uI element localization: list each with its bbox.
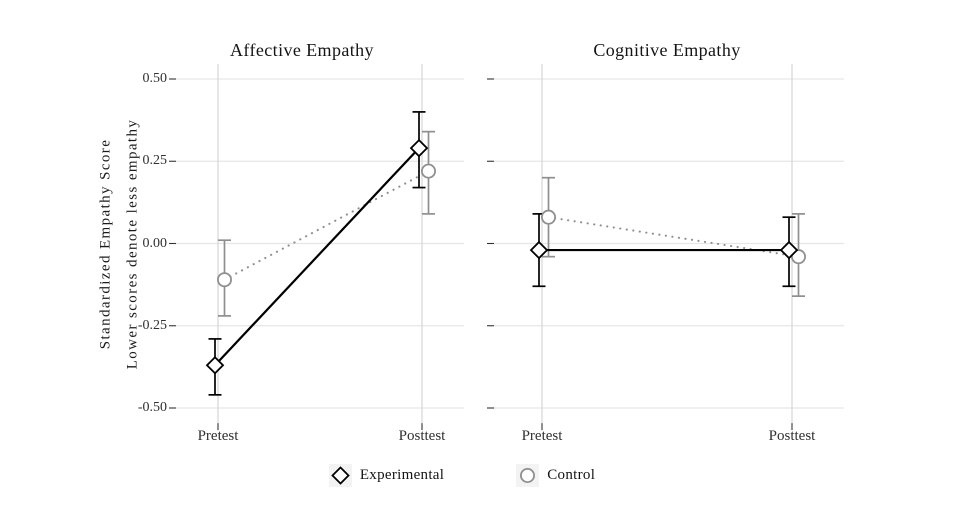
data-point-diamond-experimental [779,240,799,260]
series-line-control [223,170,430,281]
diamond-marker-icon [331,466,350,485]
data-point-circle-control [541,209,557,225]
y-tick-label: -0.50 [137,400,167,415]
series-line-experimental [213,146,421,367]
legend-key-experimental [328,464,352,487]
x-tick-label-pretest: Pretest [197,428,239,444]
legend-label-control: Control [547,467,596,483]
panel-title-affective: Affective Empathy [230,40,374,60]
y-tick-label: 0.00 [142,235,168,251]
data-point-diamond-experimental [205,355,225,375]
y-tick-label: 0.50 [142,71,168,86]
circle-marker-icon [520,468,536,483]
data-point-circle-control [216,272,232,288]
x-tick-label-posttest: Posttest [398,428,446,444]
x-tick-label-pretest: Pretest [521,428,563,444]
data-point-diamond-experimental [409,138,429,158]
legend-item-control: Control [516,464,595,487]
legend-key-control [516,464,540,487]
data-point-diamond-experimental [529,240,549,260]
data-point-circle-control [791,249,807,265]
y-tick-label: -0.25 [137,317,167,333]
legend-item-experimental: Experimental [328,464,445,487]
legend: Experimental Control [0,464,940,487]
data-point-circle-control [420,163,436,179]
legend-label-experimental: Experimental [359,467,445,483]
panel-title-cognitive: Cognitive Empathy [593,40,741,60]
y-tick-label: 0.25 [142,153,168,169]
x-tick-label-posttest: Posttest [768,428,816,444]
